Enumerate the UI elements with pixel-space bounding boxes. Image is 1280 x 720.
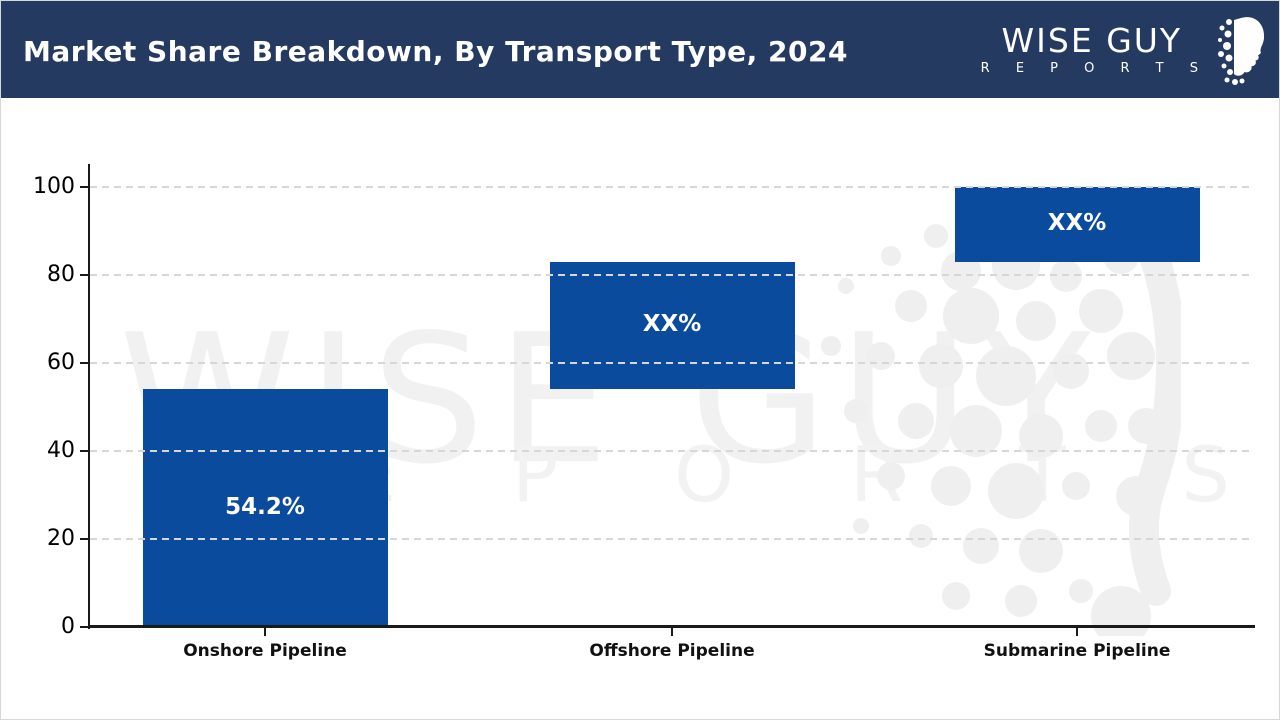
y-tick-60 xyxy=(80,362,88,364)
bar-label-2: XX% xyxy=(642,311,702,338)
x-axis-line xyxy=(88,625,1255,628)
y-tick-label-60: 60 xyxy=(47,350,75,375)
bar-3 xyxy=(954,187,1200,262)
bar-label-3: XX% xyxy=(1047,210,1107,237)
chart-area: WISE GUY R E P O R T S 0 20 40 60 80 1 xyxy=(1,98,1279,719)
x-category-label-2: Offshore Pipeline xyxy=(589,641,755,661)
x-category-label-3: Submarine Pipeline xyxy=(983,641,1171,661)
x-category-label-1: Onshore Pipeline xyxy=(183,641,347,661)
wise-guy-logo: WISE GUY R E P O R T S xyxy=(981,9,1267,91)
x-tick-2 xyxy=(671,628,673,636)
x-tick-1 xyxy=(264,628,266,636)
grid-line-40 xyxy=(90,450,1254,452)
y-axis-line xyxy=(88,164,90,629)
y-tick-label-40: 40 xyxy=(47,438,75,463)
y-tick-label-80: 80 xyxy=(47,262,75,287)
bar-label-1: 54.2% xyxy=(225,493,305,520)
y-tick-label-0: 0 xyxy=(61,614,75,639)
logo-subtext: R E P O R T S xyxy=(980,61,1209,77)
logo-face-icon xyxy=(1218,17,1265,85)
grid-line-20 xyxy=(90,538,1254,540)
logo-text: WISE GUY R E P O R T S xyxy=(975,21,1209,77)
logo-wordmark: WISE GUY xyxy=(1001,21,1183,60)
header-banner: Market Share Breakdown, By Transport Typ… xyxy=(1,1,1279,98)
watermark-face-icon xyxy=(821,202,1181,636)
y-tick-20 xyxy=(80,538,88,540)
page-title: Market Share Breakdown, By Transport Typ… xyxy=(23,35,848,68)
y-tick-80 xyxy=(80,274,88,276)
grid-line-60 xyxy=(90,362,1254,364)
grid-line-100 xyxy=(90,186,1254,188)
grid-line-80 xyxy=(90,274,1254,276)
y-tick-label-100: 100 xyxy=(33,174,75,199)
y-tick-label-20: 20 xyxy=(47,526,75,551)
y-tick-100 xyxy=(80,186,88,188)
bar-1 xyxy=(142,388,388,627)
y-tick-0 xyxy=(80,626,88,628)
x-tick-3 xyxy=(1076,628,1078,636)
y-tick-40 xyxy=(80,450,88,452)
bar-2 xyxy=(549,261,795,389)
